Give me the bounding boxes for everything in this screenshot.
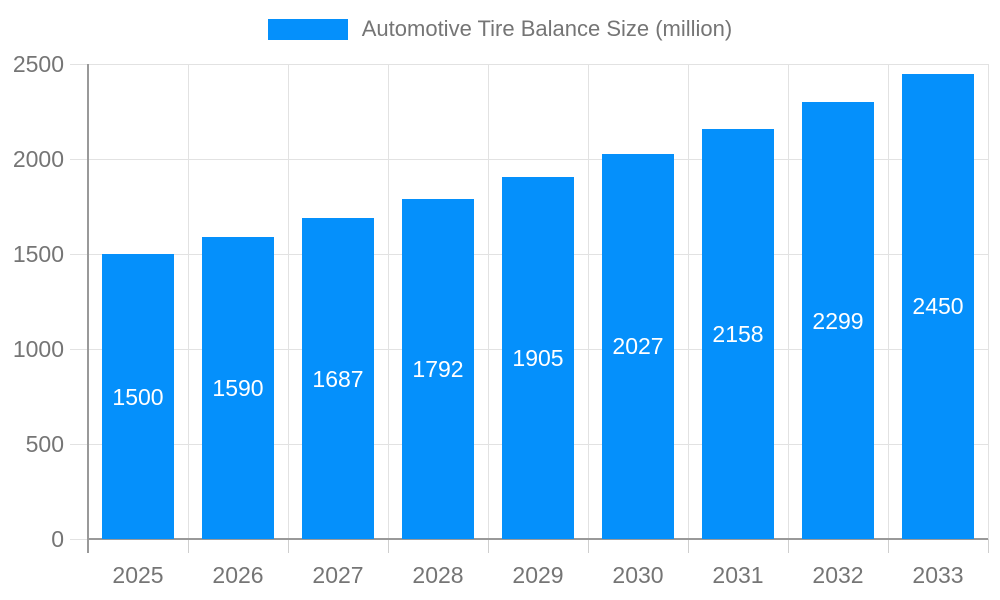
y-axis-tick-label: 1000 (12, 336, 64, 362)
bar-value-label: 1792 (412, 355, 464, 382)
x-axis-tick (888, 539, 889, 553)
y-axis-tick-label: 500 (25, 431, 64, 457)
bar-2030 (602, 153, 674, 539)
x-gridline (288, 64, 289, 539)
bar-value-label: 1590 (212, 374, 264, 401)
x-gridline (188, 64, 189, 539)
y-axis-tick-label: 0 (51, 526, 64, 552)
bar-2025 (102, 254, 174, 539)
bar-value-label: 1687 (312, 365, 364, 392)
x-axis-tick-label: 2028 (412, 562, 464, 588)
x-axis-tick (688, 539, 689, 553)
bar-2031 (702, 128, 774, 539)
bar-value-label: 2450 (912, 293, 964, 320)
x-axis-tick-label: 2032 (812, 562, 864, 588)
bar-2028 (402, 198, 474, 539)
x-gridline (988, 64, 989, 539)
legend: Automotive Tire Balance Size (million) (0, 16, 1000, 42)
legend-swatch-icon (267, 18, 348, 40)
x-axis-tick-label: 2030 (612, 562, 664, 588)
bar-2029 (502, 177, 574, 539)
x-axis-tick (588, 539, 589, 553)
x-axis-tick-label: 2031 (712, 562, 764, 588)
x-axis-tick (488, 539, 489, 553)
y-gridline (70, 159, 988, 160)
x-gridline (688, 64, 689, 539)
x-axis-tick (288, 539, 289, 553)
bar-2027 (302, 218, 374, 539)
legend-label: Automotive Tire Balance Size (million) (361, 16, 733, 41)
y-axis-line (87, 64, 89, 553)
x-axis-tick (188, 539, 189, 553)
bar-value-label: 1905 (512, 345, 564, 372)
bar-value-label: 2027 (612, 333, 664, 360)
y-gridline (70, 64, 988, 65)
bar-value-label: 2299 (812, 307, 864, 334)
x-axis-tick-label: 2033 (912, 562, 964, 588)
x-axis-tick (788, 539, 789, 553)
x-gridline (488, 64, 489, 539)
bar-value-label: 2158 (712, 320, 764, 347)
bar-2026 (202, 236, 274, 539)
bar-value-label: 1500 (112, 383, 164, 410)
x-axis-tick (388, 539, 389, 553)
x-gridline (588, 64, 589, 539)
x-axis-tick-label: 2027 (312, 562, 364, 588)
bar-2033 (902, 73, 974, 539)
bar-2032 (802, 102, 874, 539)
x-gridline (888, 64, 889, 539)
x-gridline (388, 64, 389, 539)
x-axis-tick-label: 2025 (112, 562, 164, 588)
x-gridline (788, 64, 789, 539)
x-axis-tick (988, 539, 989, 553)
x-axis-tick-label: 2026 (212, 562, 264, 588)
y-axis-tick-label: 2500 (12, 51, 64, 77)
x-axis-baseline (88, 538, 988, 540)
y-axis-tick-label: 1500 (12, 241, 64, 267)
x-axis-tick-label: 2029 (512, 562, 564, 588)
y-axis-tick-label: 2000 (12, 146, 64, 172)
